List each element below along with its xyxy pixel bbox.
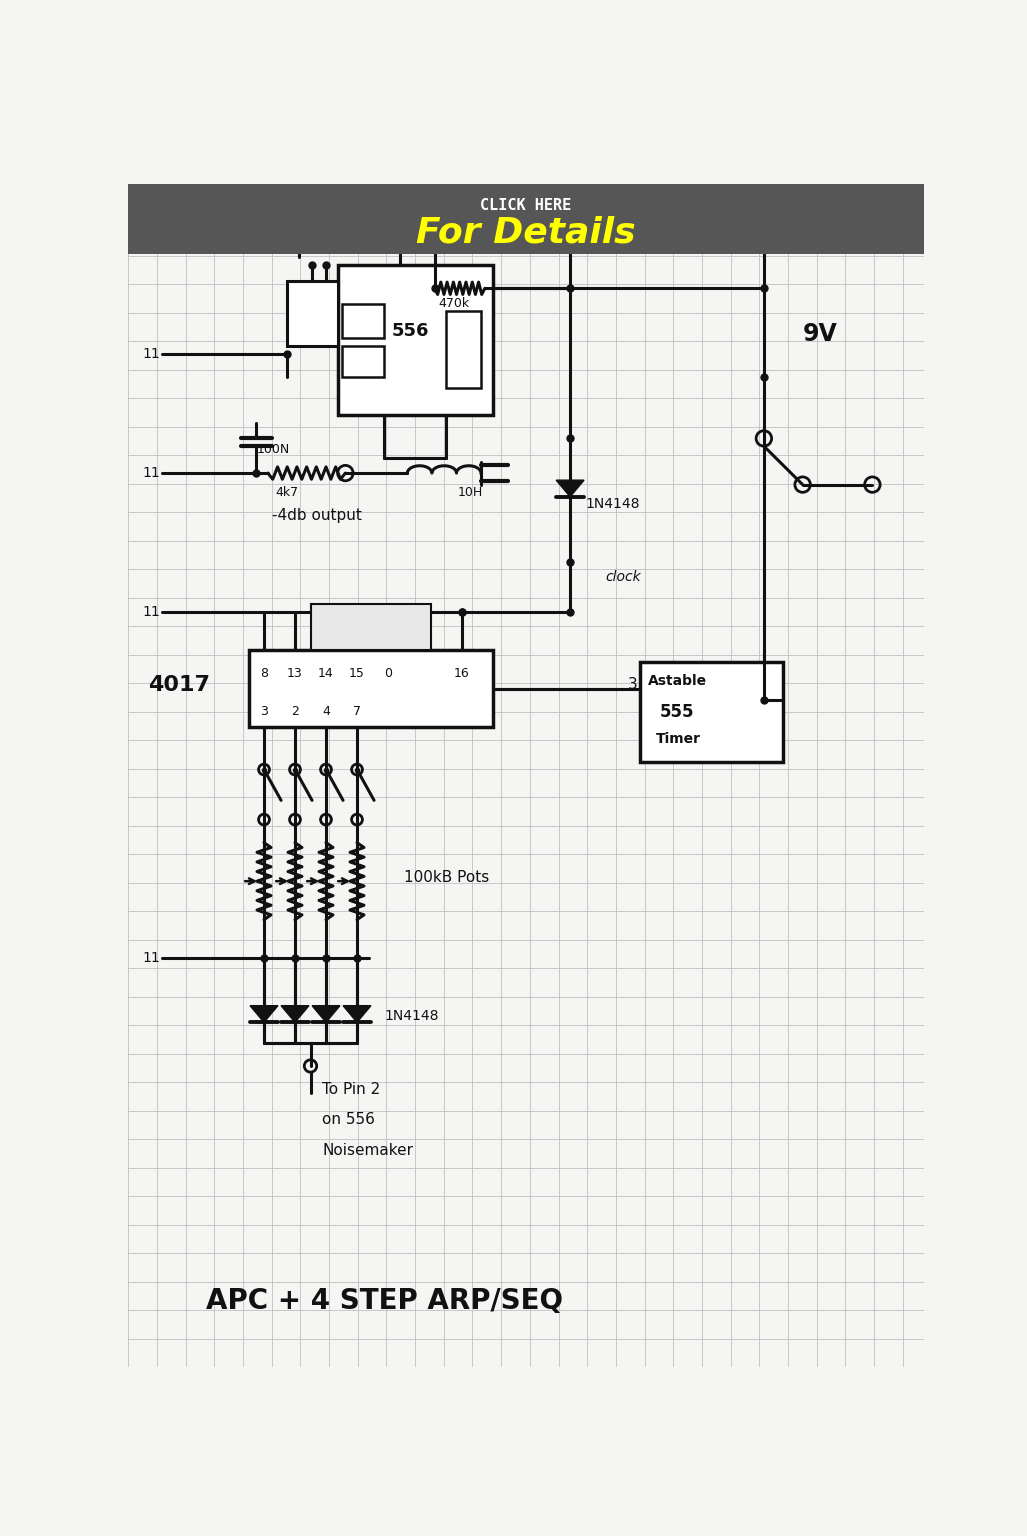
Bar bbox=[338, 266, 493, 415]
Polygon shape bbox=[343, 1006, 371, 1023]
Text: 14: 14 bbox=[318, 667, 334, 680]
Bar bbox=[128, 184, 924, 253]
Polygon shape bbox=[281, 1006, 309, 1023]
Text: 9: 9 bbox=[872, 195, 884, 212]
Bar bbox=[446, 312, 481, 389]
Text: APC + 4 STEP ARP/SEQ: APC + 4 STEP ARP/SEQ bbox=[205, 1287, 563, 1315]
Bar bbox=[310, 604, 430, 650]
Text: 11: 11 bbox=[143, 347, 160, 361]
Text: 4017: 4017 bbox=[148, 674, 210, 694]
Text: G: G bbox=[143, 194, 158, 214]
Text: 16: 16 bbox=[454, 667, 469, 680]
Text: 3: 3 bbox=[260, 705, 268, 719]
Text: 11: 11 bbox=[143, 465, 160, 481]
Text: 556: 556 bbox=[392, 321, 429, 339]
Text: on 556: on 556 bbox=[322, 1112, 375, 1127]
Text: Astable: Astable bbox=[648, 674, 707, 688]
Polygon shape bbox=[312, 1006, 340, 1023]
Text: 1N4148: 1N4148 bbox=[585, 496, 640, 511]
Text: 1N4148: 1N4148 bbox=[384, 1009, 439, 1023]
Bar bbox=[249, 650, 493, 727]
Text: 555: 555 bbox=[659, 703, 694, 720]
Polygon shape bbox=[557, 481, 584, 496]
Bar bbox=[342, 346, 384, 376]
Text: To Pin 2: To Pin 2 bbox=[322, 1081, 380, 1097]
Text: -4db output: -4db output bbox=[272, 508, 362, 522]
Text: 470k: 470k bbox=[616, 212, 651, 226]
Bar bbox=[288, 281, 338, 346]
Polygon shape bbox=[250, 1006, 278, 1023]
Text: clock: clock bbox=[605, 570, 641, 584]
Text: 11: 11 bbox=[143, 951, 160, 965]
Text: 10N: 10N bbox=[249, 220, 274, 233]
Bar bbox=[640, 662, 784, 762]
Text: 15: 15 bbox=[349, 667, 365, 680]
Text: CLICK HERE: CLICK HERE bbox=[481, 198, 572, 214]
Text: 7: 7 bbox=[353, 705, 362, 719]
Text: Noisemaker: Noisemaker bbox=[322, 1143, 413, 1158]
Text: 0: 0 bbox=[384, 667, 392, 680]
Text: 4: 4 bbox=[322, 705, 330, 719]
Text: 470k: 470k bbox=[439, 296, 469, 310]
Text: 3: 3 bbox=[629, 677, 638, 693]
Text: 13: 13 bbox=[288, 667, 303, 680]
Text: Timer: Timer bbox=[655, 731, 700, 745]
Text: 11: 11 bbox=[143, 605, 160, 619]
Text: 9V: 9V bbox=[803, 323, 837, 347]
Bar bbox=[342, 304, 384, 338]
Text: 8: 8 bbox=[260, 667, 268, 680]
Text: 1k5: 1k5 bbox=[303, 212, 326, 226]
Text: For Details: For Details bbox=[416, 215, 636, 249]
Text: 100N: 100N bbox=[257, 444, 290, 456]
Text: 10H: 10H bbox=[458, 485, 483, 499]
Text: 2: 2 bbox=[291, 705, 299, 719]
Text: 100kB Pots: 100kB Pots bbox=[404, 869, 489, 885]
Text: 4k7: 4k7 bbox=[275, 485, 299, 499]
